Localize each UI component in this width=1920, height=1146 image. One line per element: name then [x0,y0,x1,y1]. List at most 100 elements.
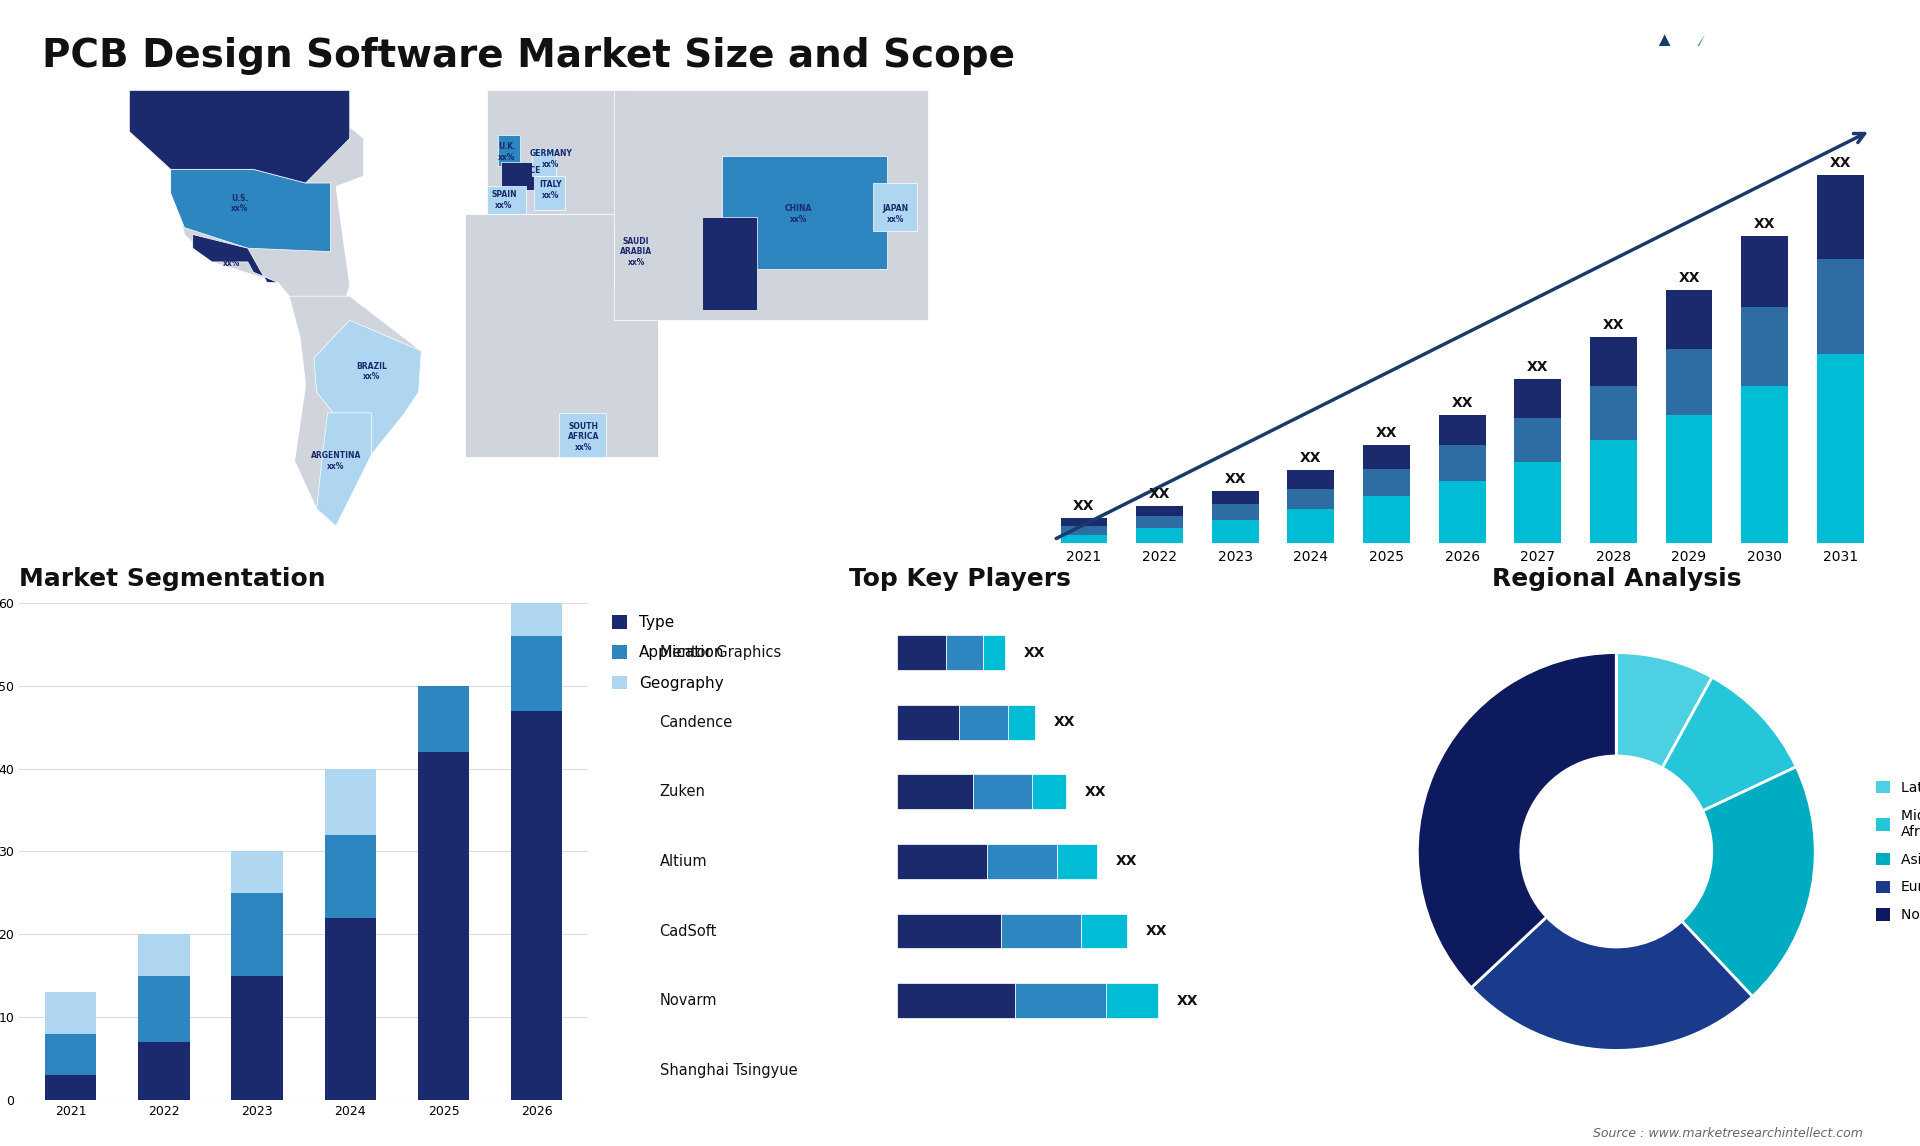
Polygon shape [52,91,363,309]
Text: Zuken: Zuken [660,784,705,799]
Bar [232,976,282,1100]
Polygon shape [722,156,887,269]
Bar [1741,307,1788,386]
Bar [1438,415,1486,445]
Bar [973,775,1033,809]
Text: Shanghai Tsingyue: Shanghai Tsingyue [660,1062,797,1078]
Bar [1033,775,1066,809]
Text: U.S.
xx%: U.S. xx% [230,194,248,213]
Bar [324,769,376,835]
Text: XX: XX [1603,317,1624,332]
Bar [511,562,563,636]
Legend: Latin America, Middle East &
Africa, Asia Pacific, Europe, North America: Latin America, Middle East & Africa, Asi… [1872,777,1920,927]
Text: XX: XX [1116,855,1137,869]
Polygon shape [313,320,420,454]
Text: Altium: Altium [660,854,707,869]
Text: RESEARCH: RESEARCH [1722,76,1789,85]
Bar [138,1042,190,1100]
Text: INDIA
xx%: INDIA xx% [720,252,745,272]
Text: SAUDI
ARABIA
xx%: SAUDI ARABIA xx% [620,237,653,267]
Polygon shape [499,135,520,166]
Text: XX: XX [1678,270,1699,284]
Bar [232,851,282,893]
Text: SOUTH
AFRICA
xx%: SOUTH AFRICA xx% [568,422,599,452]
Bar [1137,507,1183,516]
Text: GERMANY
xx%: GERMANY xx% [530,149,572,168]
Bar [324,835,376,918]
Bar [138,976,190,1042]
Text: BRAZIL
xx%: BRAZIL xx% [357,362,388,382]
Bar [44,1075,96,1100]
Text: XX: XX [1300,452,1321,465]
Bar [1438,445,1486,480]
Text: Source : www.marketresearchintellect.com: Source : www.marketresearchintellect.com [1592,1128,1862,1140]
Polygon shape [703,218,756,309]
Text: XX: XX [1753,217,1776,230]
Text: Candence: Candence [660,715,733,730]
Bar [138,934,190,976]
Text: INTELLECT: INTELLECT [1722,95,1788,104]
Bar [1816,259,1864,354]
Bar [1515,379,1561,418]
Bar [1741,236,1788,307]
Bar [44,1034,96,1075]
Polygon shape [614,91,927,320]
Bar [897,705,960,739]
Bar [897,913,1000,949]
Text: FRANCE
xx%: FRANCE xx% [507,166,540,186]
Text: Market Segmentation: Market Segmentation [19,567,326,591]
Bar [1060,526,1108,535]
Text: XX: XX [1452,395,1473,409]
Text: XX: XX [1526,360,1549,375]
Polygon shape [501,163,538,190]
Bar [511,711,563,1100]
Wedge shape [1617,652,1713,768]
Wedge shape [1663,677,1797,811]
Polygon shape [559,413,607,457]
Polygon shape [1653,34,1705,115]
Text: XX: XX [1073,499,1094,512]
Polygon shape [129,91,349,183]
Text: ARGENTINA
xx%: ARGENTINA xx% [311,452,361,471]
Bar [511,636,563,711]
Bar [1363,469,1409,496]
Bar [1137,528,1183,543]
Bar [1212,519,1260,543]
Bar [987,845,1056,879]
Bar [419,685,468,752]
Bar [1014,983,1106,1018]
Bar [1288,489,1334,509]
Text: U.K.
xx%: U.K. xx% [497,142,516,162]
Text: Novarm: Novarm [660,994,716,1008]
Polygon shape [534,176,564,211]
Polygon shape [874,183,918,231]
Polygon shape [171,170,330,252]
Bar [1665,290,1713,348]
Bar [1515,418,1561,462]
Text: XX: XX [1146,924,1167,939]
Text: XX: XX [1225,472,1246,486]
Polygon shape [532,149,557,176]
Text: MEXICO
xx%: MEXICO xx% [215,249,248,268]
Text: SPAIN
xx%: SPAIN xx% [492,190,516,210]
Bar [960,705,1008,739]
Bar [324,918,376,1100]
Bar [897,983,1014,1018]
Bar [1515,462,1561,543]
Bar [1000,913,1081,949]
Bar [232,893,282,976]
Bar [897,635,947,670]
Bar [1363,496,1409,543]
Bar [1590,440,1638,543]
Bar [1665,415,1713,543]
Text: XX: XX [1085,785,1106,799]
Bar [1741,386,1788,543]
Bar [1590,386,1638,440]
Bar [1590,337,1638,386]
Bar [1008,705,1035,739]
Text: XX: XX [1148,487,1171,501]
Wedge shape [1682,767,1814,997]
Text: JAPAN
xx%: JAPAN xx% [881,204,908,223]
Legend: Type, Application, Geography: Type, Application, Geography [607,611,730,696]
Text: XX: XX [1177,994,1198,1007]
